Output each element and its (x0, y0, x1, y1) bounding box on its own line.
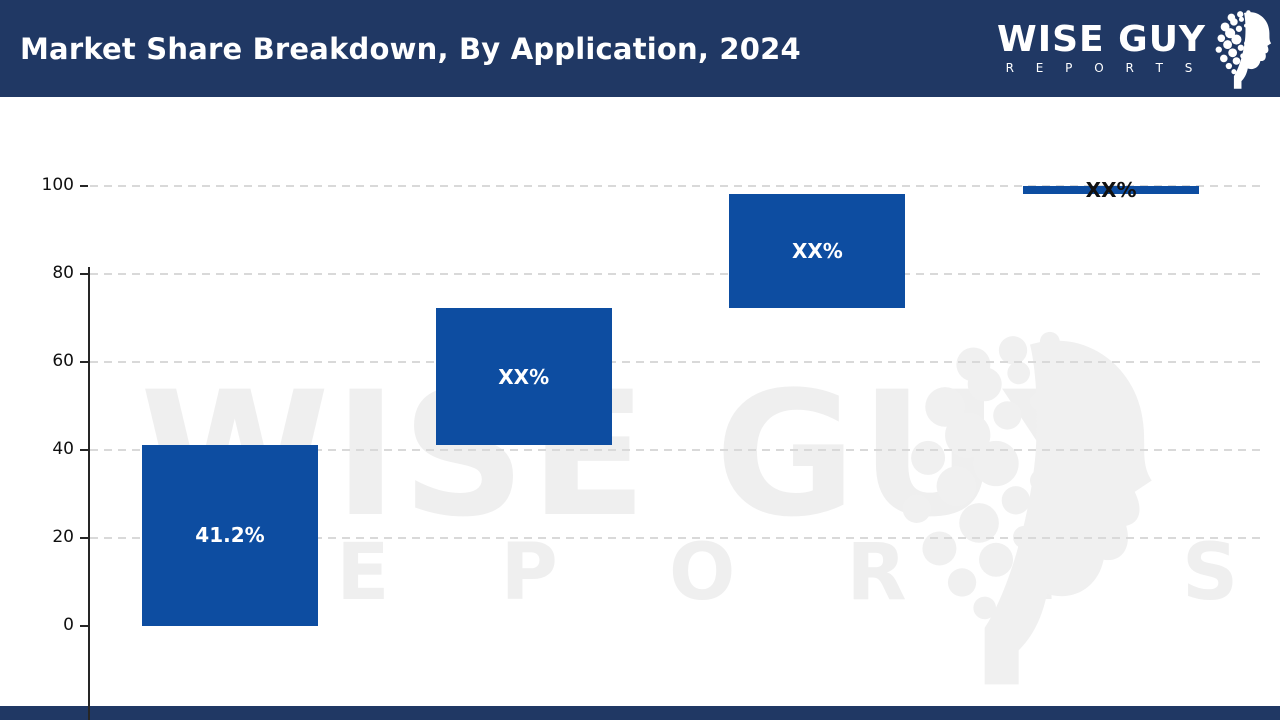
bar-value-label: 41.2% (195, 523, 265, 548)
brand-logo: WISE GUY R E P O R T S (997, 8, 1276, 90)
bar-value-label: XX% (498, 364, 550, 389)
footer-bar (0, 706, 1280, 720)
watermark-head-icon (885, 322, 1175, 690)
bar-value-label: XX% (791, 239, 843, 264)
logo-text: WISE GUY R E P O R T S (996, 19, 1206, 76)
chart-title: Market Share Breakdown, By Application, … (20, 31, 801, 66)
y-tick-label: 60 (52, 351, 74, 371)
logo-subtext: R E P O R T S (1005, 61, 1202, 75)
logo-head-icon (1212, 8, 1276, 90)
y-axis-line (88, 267, 90, 720)
y-tick-mark (80, 625, 88, 627)
y-tick-label: 80 (52, 263, 74, 283)
y-tick-label: 0 (63, 615, 74, 635)
gridline (90, 449, 1264, 451)
y-tick-mark (80, 185, 88, 187)
chart-area: WISE GUY R E P O R T S 020406080100Retai… (0, 97, 1280, 720)
logo-wordmark: WISE GUY (996, 19, 1206, 60)
y-tick-mark (80, 537, 88, 539)
bar-retail (142, 444, 318, 626)
y-tick-mark (80, 361, 88, 363)
bar-hospitality (435, 308, 612, 445)
bar-value-label: XX% (1085, 177, 1137, 202)
header-bar: Market Share Breakdown, By Application, … (0, 0, 1280, 97)
y-tick-label: 40 (52, 439, 74, 459)
bar-entertainment (1023, 186, 1200, 194)
y-tick-label: 20 (52, 527, 74, 547)
gridline (90, 361, 1264, 363)
gridline (90, 273, 1264, 275)
gridline (90, 537, 1264, 539)
gridline (90, 185, 1264, 187)
y-tick-label: 100 (41, 175, 74, 195)
bar-banking (729, 193, 906, 309)
y-tick-mark (80, 273, 88, 275)
y-tick-mark (80, 449, 88, 451)
